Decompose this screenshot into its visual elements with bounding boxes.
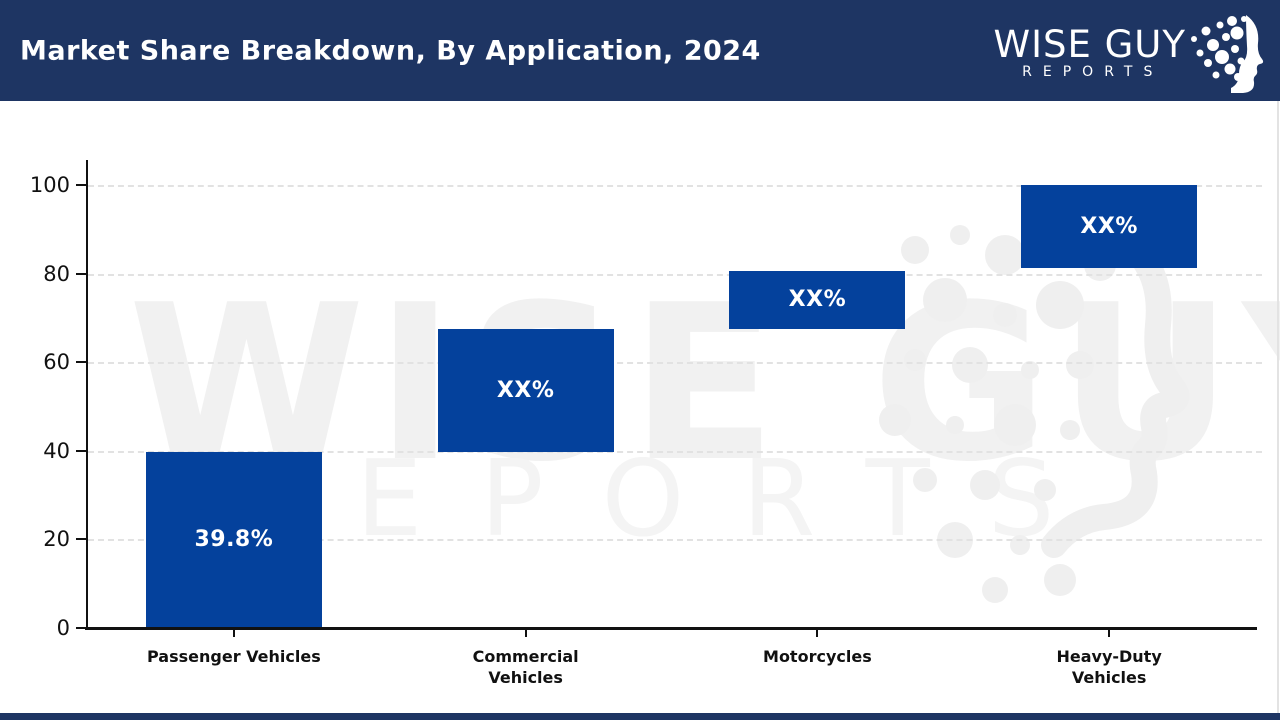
y-tick-mark-40 bbox=[76, 449, 88, 452]
bar-value-label: 39.8% bbox=[194, 527, 274, 553]
x-label-motorcycles: Motorcycles bbox=[707, 646, 927, 667]
logo-face-icon bbox=[1191, 15, 1264, 93]
x-label-line: Vehicles bbox=[1071, 668, 1147, 687]
gridline-80 bbox=[88, 273, 1262, 276]
y-tick-mark-20 bbox=[76, 538, 88, 541]
x-label-line: Motorcycles bbox=[763, 647, 872, 666]
y-tick-label-20: 20 bbox=[43, 527, 70, 552]
bar-value-label: XX% bbox=[496, 377, 555, 403]
logo-text: WISE GUY REPORTS bbox=[994, 23, 1186, 80]
page-title: Market Share Breakdown, By Application, … bbox=[20, 35, 761, 66]
bar-value-label: XX% bbox=[1080, 214, 1138, 240]
gridline-40 bbox=[88, 450, 1262, 453]
x-tick-mark-1 bbox=[524, 628, 527, 637]
x-tick-mark-2 bbox=[816, 628, 819, 637]
x-axis-line bbox=[85, 627, 1257, 630]
x-label-line: Vehicles bbox=[488, 668, 563, 687]
footer-bar bbox=[0, 713, 1280, 720]
x-label-line: Passenger Vehicles bbox=[147, 647, 321, 666]
gridline-60 bbox=[88, 362, 1262, 365]
x-label-line: Heavy-Duty bbox=[1056, 647, 1162, 666]
x-label-line: Commercial bbox=[472, 647, 579, 666]
wiseguy-logo: WISE GUY REPORTS bbox=[994, 8, 1264, 94]
y-tick-mark-80 bbox=[76, 272, 88, 275]
plot-area: 0 20 40 60 80 100 39.8% Passenger Vehicles XX% Co… bbox=[30, 163, 1262, 687]
x-tick-mark-3 bbox=[1108, 628, 1111, 637]
x-label-heavy-duty-vehicles: Heavy-Duty Vehicles bbox=[999, 646, 1219, 688]
x-label-passenger-vehicles: Passenger Vehicles bbox=[124, 646, 344, 667]
bar-commercial-vehicles: XX% bbox=[437, 329, 614, 452]
x-tick-mark-0 bbox=[232, 628, 235, 637]
bar-passenger-vehicles: 39.8% bbox=[145, 451, 322, 628]
y-tick-label-80: 80 bbox=[43, 261, 70, 286]
bar-value-label: XX% bbox=[788, 287, 847, 313]
y-tick-label-60: 60 bbox=[43, 350, 70, 375]
bar-heavy-duty-vehicles: XX% bbox=[1021, 185, 1198, 269]
y-axis-line bbox=[86, 160, 88, 630]
x-label-commercial-vehicles: Commercial Vehicles bbox=[416, 646, 636, 688]
y-tick-label-40: 40 bbox=[43, 438, 70, 463]
y-tick-mark-60 bbox=[76, 361, 88, 364]
y-tick-label-0: 0 bbox=[56, 616, 70, 640]
y-tick-mark-100 bbox=[76, 184, 88, 187]
logo-sub-label: REPORTS bbox=[1022, 63, 1164, 80]
gridline-20 bbox=[88, 539, 1262, 542]
header-bar: Market Share Breakdown, By Application, … bbox=[0, 0, 1280, 101]
y-tick-mark-0 bbox=[76, 627, 88, 629]
bar-motorcycles: XX% bbox=[729, 270, 906, 330]
y-tick-label-100: 100 bbox=[29, 173, 70, 198]
plot-right-border bbox=[1277, 101, 1279, 713]
gridline-100 bbox=[88, 185, 1262, 188]
logo-brand-label: WISE GUY bbox=[993, 22, 1186, 66]
